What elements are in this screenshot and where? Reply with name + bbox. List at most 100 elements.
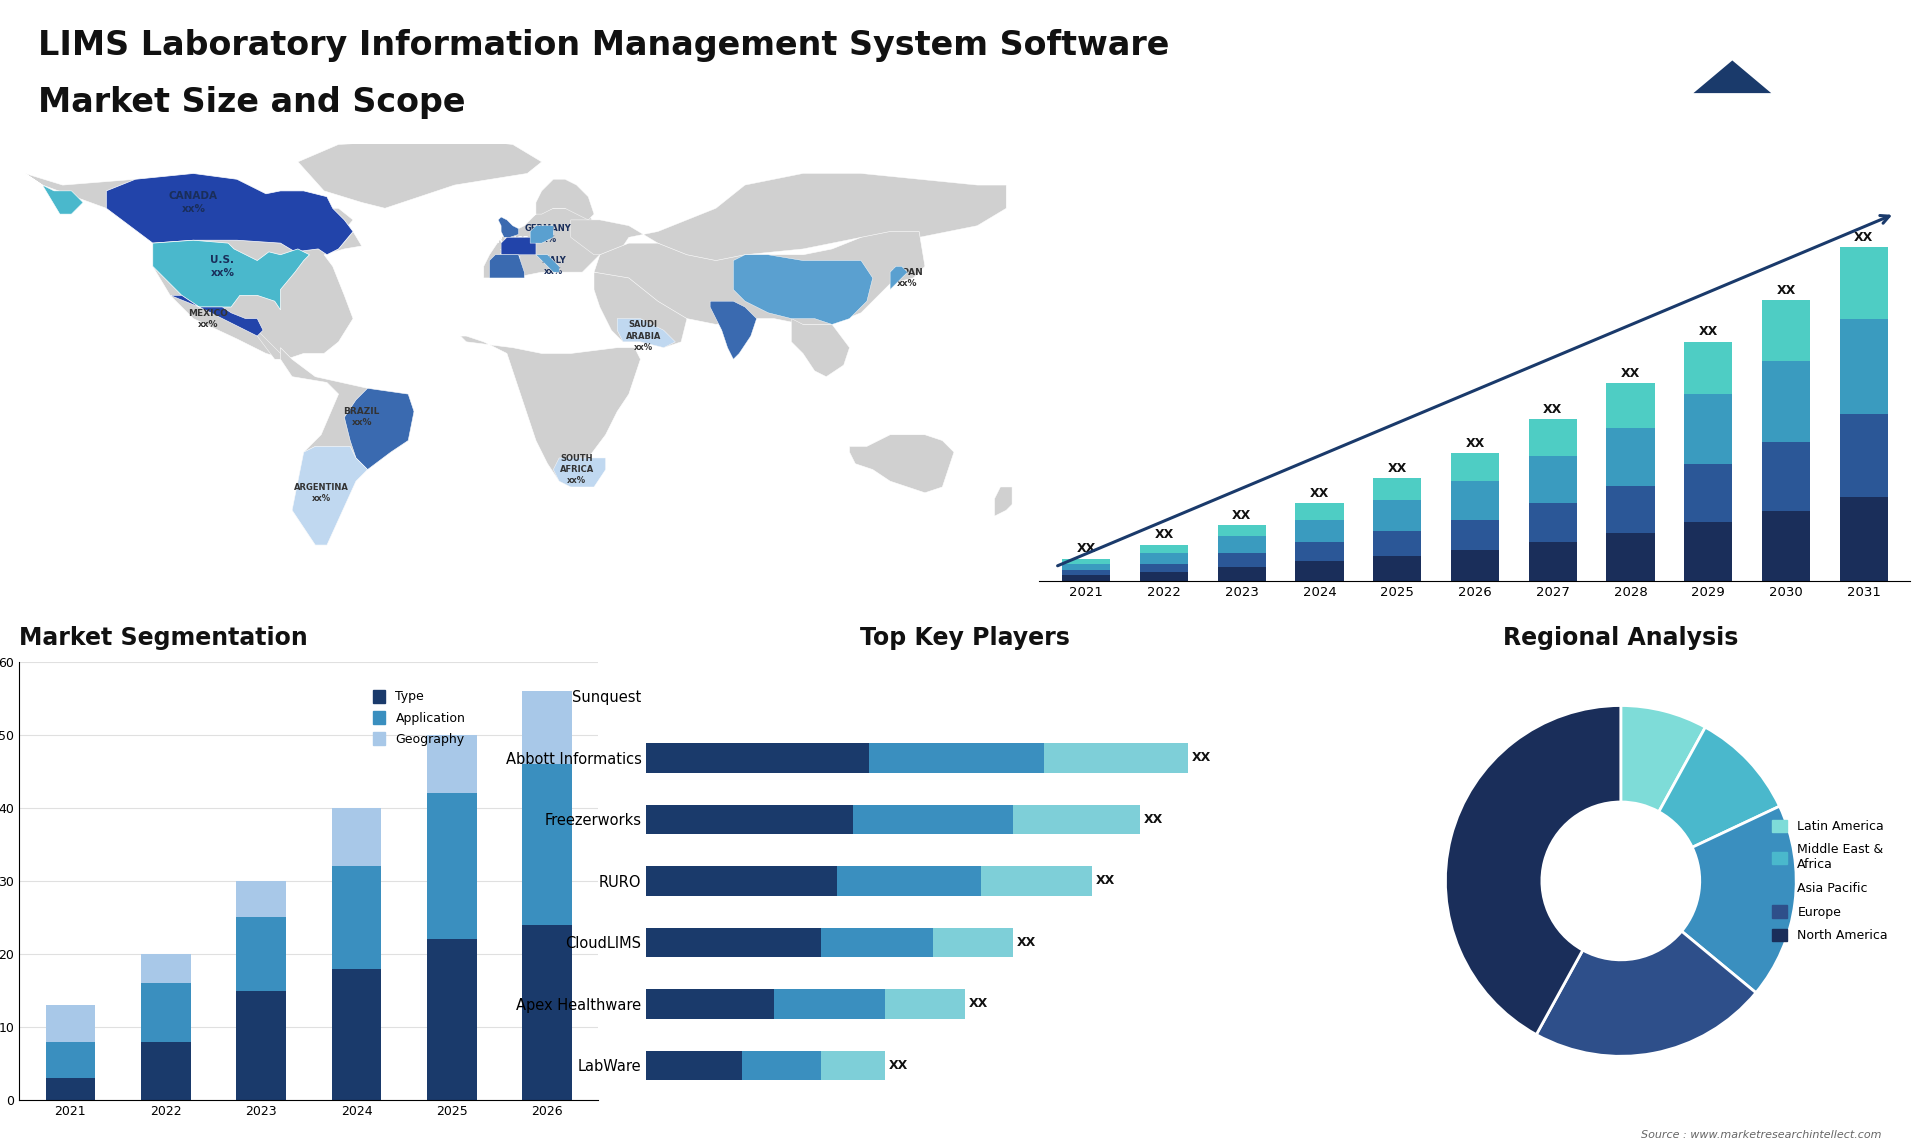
- Text: XX: XX: [1233, 509, 1252, 521]
- Bar: [1373, 556, 1421, 581]
- Wedge shape: [1620, 706, 1705, 811]
- Bar: [1607, 384, 1655, 427]
- Polygon shape: [106, 173, 353, 254]
- Bar: [852, 804, 1012, 834]
- Bar: [426, 940, 476, 1100]
- Polygon shape: [461, 336, 641, 487]
- Bar: [1373, 531, 1421, 556]
- Polygon shape: [1693, 61, 1770, 93]
- Polygon shape: [501, 237, 536, 254]
- Polygon shape: [257, 330, 286, 359]
- Wedge shape: [1536, 932, 1757, 1057]
- Polygon shape: [298, 139, 541, 209]
- Bar: [46, 1042, 96, 1078]
- Bar: [1062, 575, 1110, 581]
- Polygon shape: [1655, 28, 1811, 93]
- Bar: [647, 804, 852, 834]
- Bar: [741, 1051, 822, 1081]
- Bar: [647, 1051, 741, 1081]
- Text: XX: XX: [1077, 542, 1096, 555]
- Bar: [236, 990, 286, 1100]
- Text: XX: XX: [1016, 936, 1035, 949]
- Text: Market Segmentation: Market Segmentation: [19, 626, 307, 650]
- Bar: [1217, 554, 1265, 567]
- Text: Source : www.marketresearchintellect.com: Source : www.marketresearchintellect.com: [1642, 1130, 1882, 1140]
- Bar: [1839, 248, 1887, 320]
- Bar: [1684, 464, 1732, 523]
- Bar: [1452, 480, 1500, 519]
- Text: ARGENTINA
xx%: ARGENTINA xx%: [294, 482, 349, 503]
- Polygon shape: [849, 434, 954, 493]
- Text: RESEARCH: RESEARCH: [1824, 56, 1868, 65]
- Bar: [140, 1042, 190, 1100]
- Text: ITALY
xx%: ITALY xx%: [541, 257, 566, 276]
- Bar: [140, 983, 190, 1042]
- Bar: [1062, 558, 1110, 564]
- Text: U.S.
xx%: U.S. xx%: [211, 256, 234, 277]
- Text: XX: XX: [1776, 283, 1795, 297]
- Bar: [1296, 519, 1344, 542]
- Text: SOUTH
AFRICA
xx%: SOUTH AFRICA xx%: [559, 454, 593, 485]
- Bar: [140, 953, 190, 983]
- Text: XX: XX: [889, 1059, 908, 1072]
- Bar: [933, 927, 1012, 957]
- Bar: [1763, 511, 1811, 581]
- Text: SAUDI
ARABIA
xx%: SAUDI ARABIA xx%: [626, 321, 660, 352]
- Bar: [1062, 570, 1110, 575]
- Text: MEXICO
xx%: MEXICO xx%: [188, 308, 228, 329]
- Bar: [822, 1051, 885, 1081]
- Polygon shape: [25, 173, 361, 359]
- Text: U.K.
xx%: U.K. xx%: [497, 207, 516, 227]
- Text: GERMANY
xx%: GERMANY xx%: [524, 225, 570, 244]
- Bar: [1452, 550, 1500, 581]
- Title: Regional Analysis: Regional Analysis: [1503, 626, 1738, 650]
- Bar: [837, 866, 981, 896]
- Bar: [1839, 414, 1887, 497]
- Polygon shape: [497, 217, 518, 237]
- Text: CANADA
xx%: CANADA xx%: [169, 191, 217, 213]
- Bar: [774, 989, 885, 1019]
- Polygon shape: [484, 209, 611, 278]
- Bar: [1296, 562, 1344, 581]
- Bar: [46, 1078, 96, 1100]
- Bar: [1607, 427, 1655, 486]
- Bar: [870, 743, 1044, 772]
- Text: MARKET: MARKET: [1824, 38, 1859, 47]
- Wedge shape: [1446, 706, 1620, 1035]
- Bar: [1684, 523, 1732, 581]
- Text: XX: XX: [1855, 230, 1874, 244]
- Bar: [1607, 486, 1655, 534]
- Bar: [647, 743, 870, 772]
- Bar: [1452, 453, 1500, 480]
- Bar: [1140, 544, 1188, 554]
- Bar: [1763, 361, 1811, 441]
- Bar: [522, 925, 572, 1100]
- Bar: [522, 691, 572, 764]
- Text: XX: XX: [1544, 403, 1563, 416]
- Bar: [1044, 743, 1188, 772]
- Polygon shape: [280, 347, 415, 545]
- Polygon shape: [490, 254, 524, 278]
- Wedge shape: [1682, 807, 1797, 992]
- Bar: [1684, 342, 1732, 394]
- Text: BRAZIL
xx%: BRAZIL xx%: [344, 407, 380, 427]
- Bar: [885, 989, 966, 1019]
- Text: XX: XX: [1144, 813, 1164, 826]
- Polygon shape: [25, 173, 83, 214]
- Legend: Latin America, Middle East &
Africa, Asia Pacific, Europe, North America: Latin America, Middle East & Africa, Asi…: [1768, 815, 1893, 947]
- Bar: [1012, 804, 1140, 834]
- Polygon shape: [528, 179, 593, 220]
- Text: SPAIN
xx%: SPAIN xx%: [493, 257, 520, 276]
- Polygon shape: [536, 254, 559, 272]
- Text: XX: XX: [1192, 752, 1212, 764]
- Text: INTELLECT: INTELLECT: [1824, 74, 1868, 84]
- Bar: [647, 989, 774, 1019]
- Bar: [1296, 542, 1344, 562]
- Bar: [647, 866, 837, 896]
- Polygon shape: [593, 272, 687, 347]
- Text: XX: XX: [970, 997, 989, 1011]
- Wedge shape: [1659, 728, 1780, 847]
- Text: XX: XX: [1620, 367, 1640, 380]
- Polygon shape: [553, 458, 605, 487]
- Polygon shape: [891, 266, 908, 290]
